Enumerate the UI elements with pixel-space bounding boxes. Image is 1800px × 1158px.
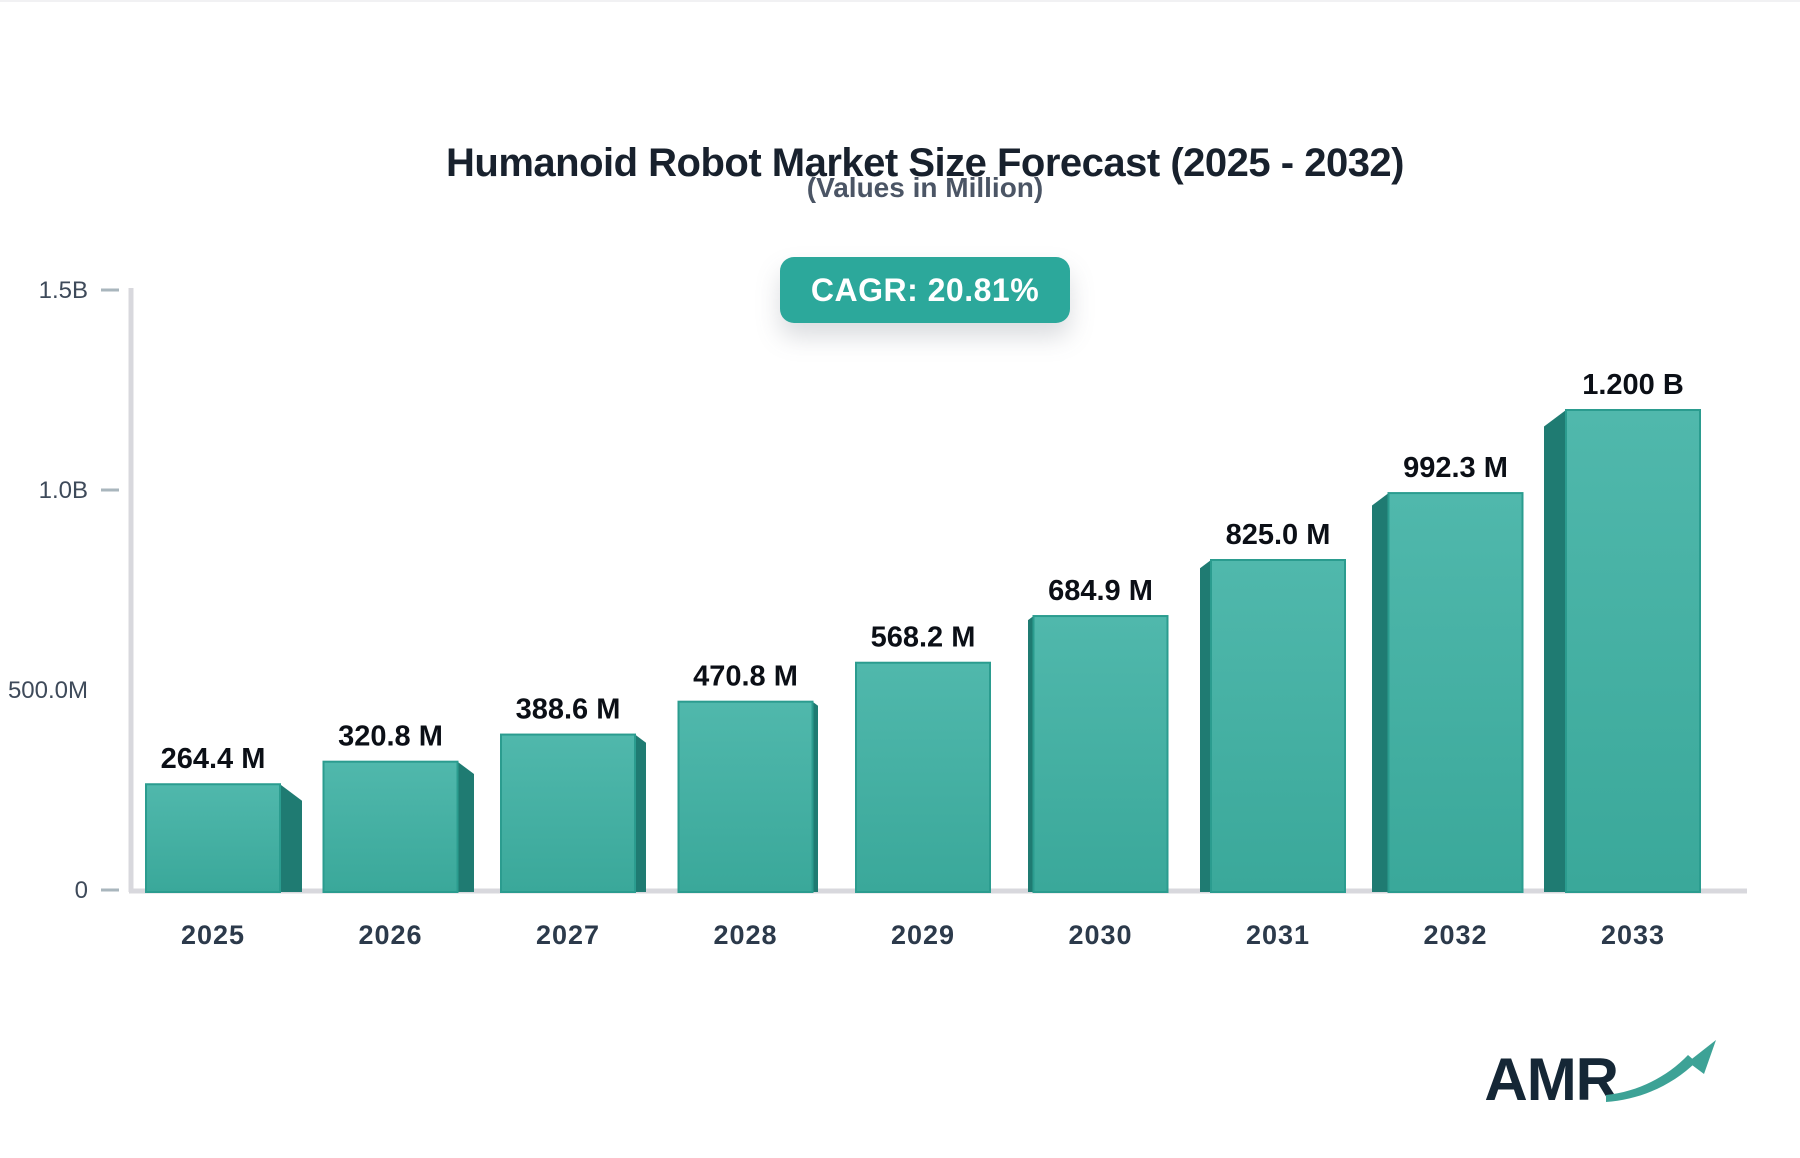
y-tick-label: 1.0B bbox=[39, 477, 88, 504]
bar-side-face bbox=[1200, 560, 1211, 892]
x-axis-year-label: 2030 bbox=[1068, 920, 1132, 950]
y-tick-label: 0 bbox=[75, 877, 88, 904]
bar-value-label: 684.9 M bbox=[1048, 575, 1153, 607]
page-title: Humanoid Robot Market Size Forecast (202… bbox=[446, 140, 1405, 185]
bar-front-face bbox=[1565, 409, 1701, 893]
bar-value-label: 825.0 M bbox=[1226, 519, 1331, 551]
bar-front-face bbox=[1032, 615, 1169, 893]
cagr-badge: CAGR: 20.81% bbox=[780, 257, 1070, 323]
bar-side-face bbox=[1544, 410, 1566, 892]
bar-front-face bbox=[322, 760, 459, 893]
bar-side-face bbox=[1372, 493, 1389, 892]
x-axis-year-label: 2031 bbox=[1246, 920, 1310, 950]
bars-layer bbox=[145, 409, 1701, 893]
x-axis-year-label: 2027 bbox=[536, 920, 600, 950]
labels-layer: 264.4 M 2025 320.8 M 2026 388.6 M 2027 470.8 M… bbox=[161, 369, 1684, 950]
bar-front-face bbox=[677, 700, 814, 893]
bar-side-face bbox=[1028, 616, 1034, 892]
x-axis-year-label: 2025 bbox=[181, 920, 245, 950]
bar-value-label: 388.6 M bbox=[516, 694, 621, 726]
x-axis-year-label: 2033 bbox=[1601, 920, 1665, 950]
bar-front-face bbox=[1210, 559, 1346, 893]
bar-value-label: 992.3 M bbox=[1403, 452, 1508, 484]
bar-value-label: 264.4 M bbox=[161, 743, 266, 775]
bar-side-face bbox=[280, 784, 302, 892]
bar-side-face bbox=[457, 761, 474, 892]
x-axis-year-label: 2026 bbox=[358, 920, 422, 950]
bar-value-label: 1.200 B bbox=[1582, 369, 1684, 401]
page-subtitle: (Values in Million) bbox=[806, 172, 1044, 203]
bar-side-face bbox=[635, 734, 646, 892]
bar-front-face bbox=[145, 783, 281, 893]
bar-front-face bbox=[500, 733, 636, 893]
brand-logo: AMR bbox=[1484, 1038, 1722, 1110]
cagr-badge-label: CAGR: 20.81% bbox=[810, 271, 1040, 308]
x-axis-year-label: 2028 bbox=[713, 920, 777, 950]
bar-side-face bbox=[812, 701, 818, 892]
y-tick-label: 1.5B bbox=[39, 277, 88, 304]
bar-value-label: 320.8 M bbox=[338, 721, 443, 753]
y-tick-label: 500.0M bbox=[8, 677, 88, 704]
bar-value-label: 568.2 M bbox=[871, 622, 976, 654]
bar-front-face bbox=[1387, 492, 1524, 893]
brand-logo-text: AMR bbox=[1484, 1046, 1619, 1113]
growth-arrow-icon bbox=[1606, 1040, 1716, 1102]
bar-value-label: 470.8 M bbox=[693, 661, 798, 693]
x-axis-year-label: 2029 bbox=[891, 920, 955, 950]
x-axis-year-label: 2032 bbox=[1423, 920, 1487, 950]
bar-front-face bbox=[855, 661, 991, 893]
